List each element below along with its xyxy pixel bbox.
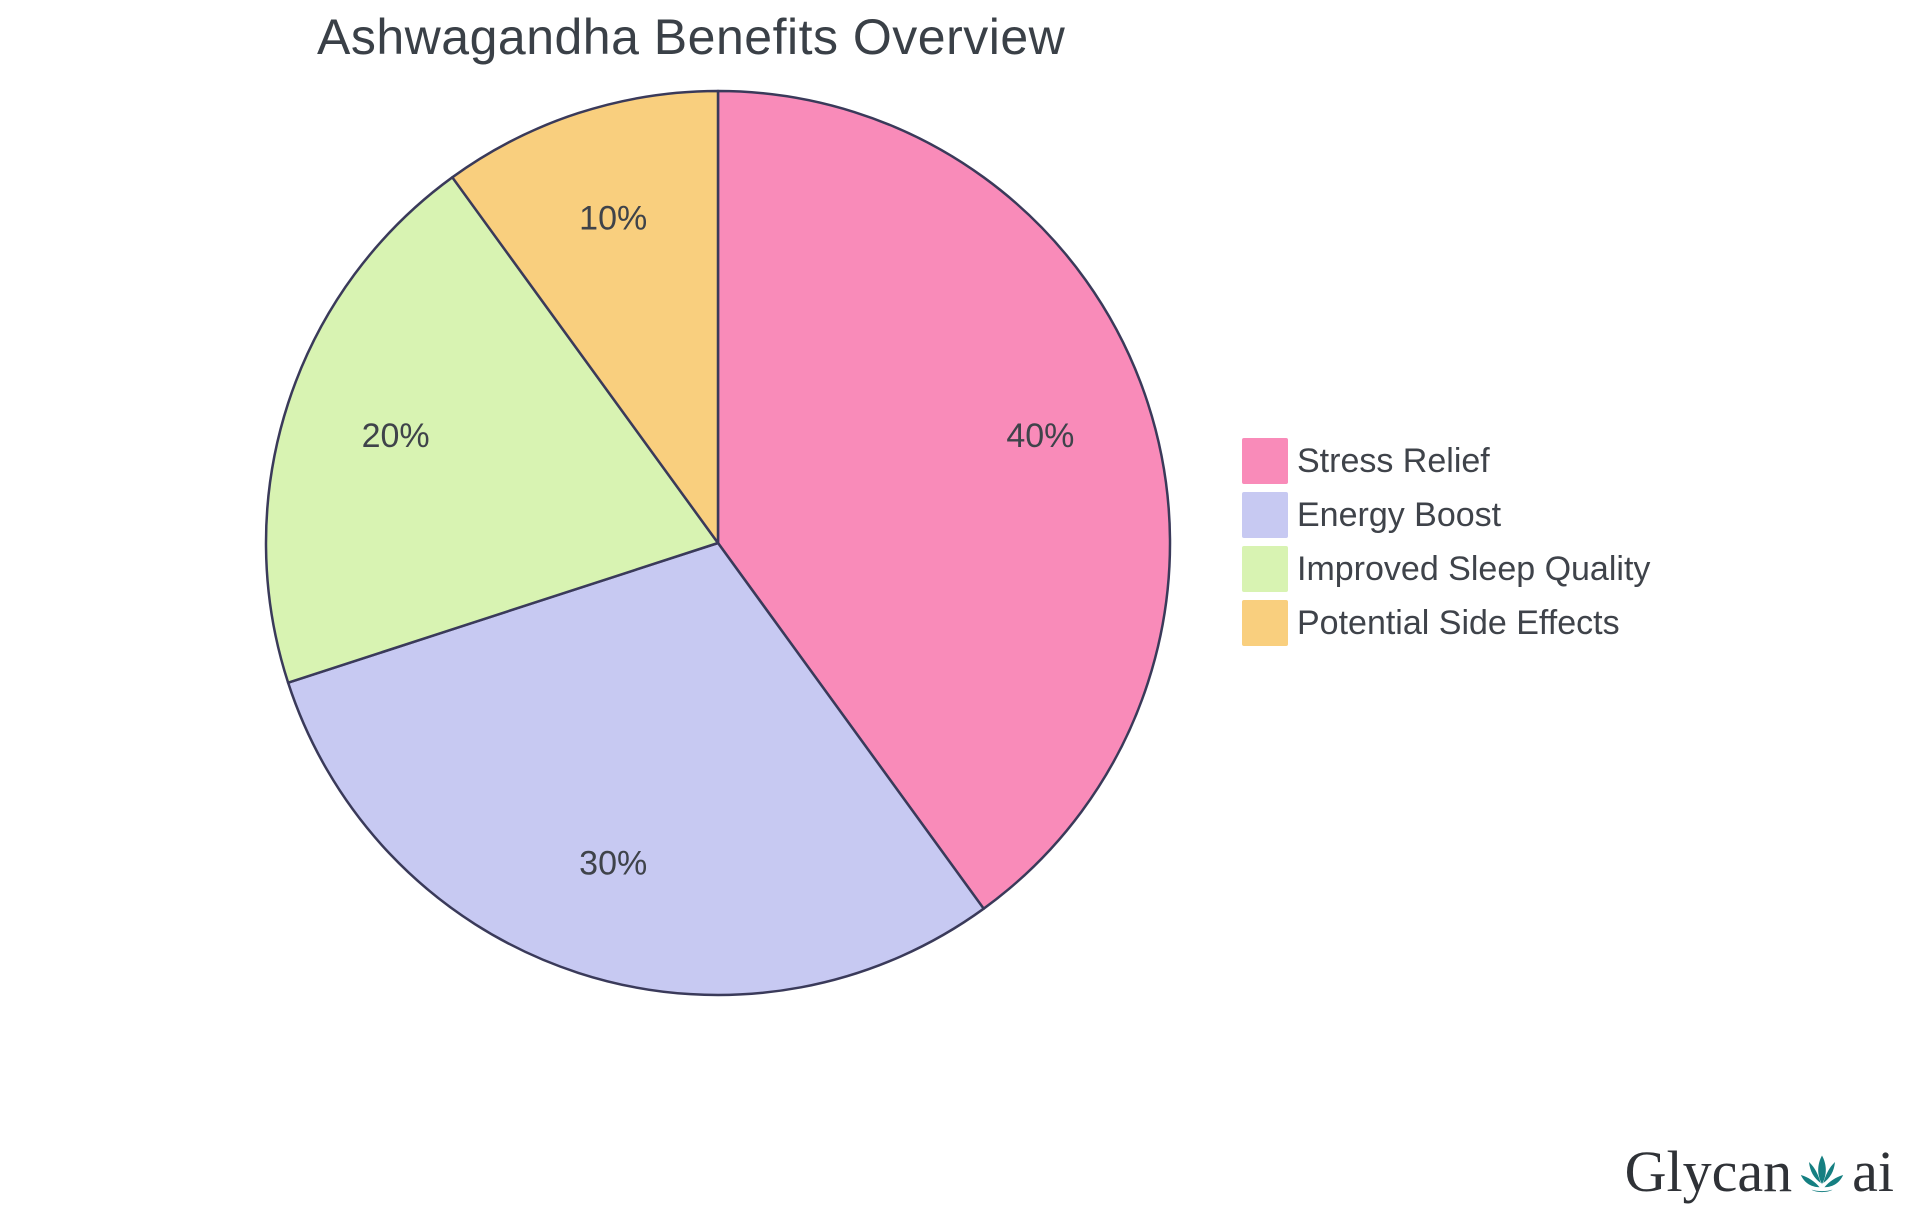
legend-label: Stress Relief xyxy=(1297,441,1490,480)
legend-label: Energy Boost xyxy=(1297,495,1502,534)
chart-title: Ashwagandha Benefits Overview xyxy=(317,9,1066,65)
legend-item-potential-side-effects: Potential Side Effects xyxy=(1242,596,1650,650)
pie-slice-potential-side-effects xyxy=(451,89,720,545)
slice-percent-label: 20% xyxy=(362,417,430,455)
pie-slice-energy-boost xyxy=(286,541,985,997)
brand-logo: Glycan ai xyxy=(1625,1143,1894,1201)
pie-slice-improved-sleep-quality xyxy=(264,176,720,684)
legend-swatch-potential-side-effects xyxy=(1242,600,1288,646)
legend-item-energy-boost: Energy Boost xyxy=(1242,488,1650,542)
brand-text-right: ai xyxy=(1852,1139,1894,1204)
brand-text-left: Glycan xyxy=(1624,1139,1793,1204)
slice-percent-label: 30% xyxy=(579,844,647,882)
slice-percent-label: 40% xyxy=(1006,417,1074,455)
pie-slice-stress-relief xyxy=(716,89,1172,910)
legend-item-improved-sleep-quality: Improved Sleep Quality xyxy=(1242,542,1650,596)
legend-swatch-energy-boost xyxy=(1242,492,1288,538)
legend-label: Potential Side Effects xyxy=(1297,603,1620,642)
lotus-icon xyxy=(1801,1155,1844,1193)
slice-percent-label: 10% xyxy=(579,200,647,238)
legend-swatch-improved-sleep-quality xyxy=(1242,546,1288,592)
chart-legend: Stress Relief Energy Boost Improved Slee… xyxy=(1242,434,1650,650)
legend-swatch-stress-relief xyxy=(1242,438,1288,484)
legend-label: Improved Sleep Quality xyxy=(1297,549,1651,588)
legend-item-stress-relief: Stress Relief xyxy=(1242,434,1650,488)
